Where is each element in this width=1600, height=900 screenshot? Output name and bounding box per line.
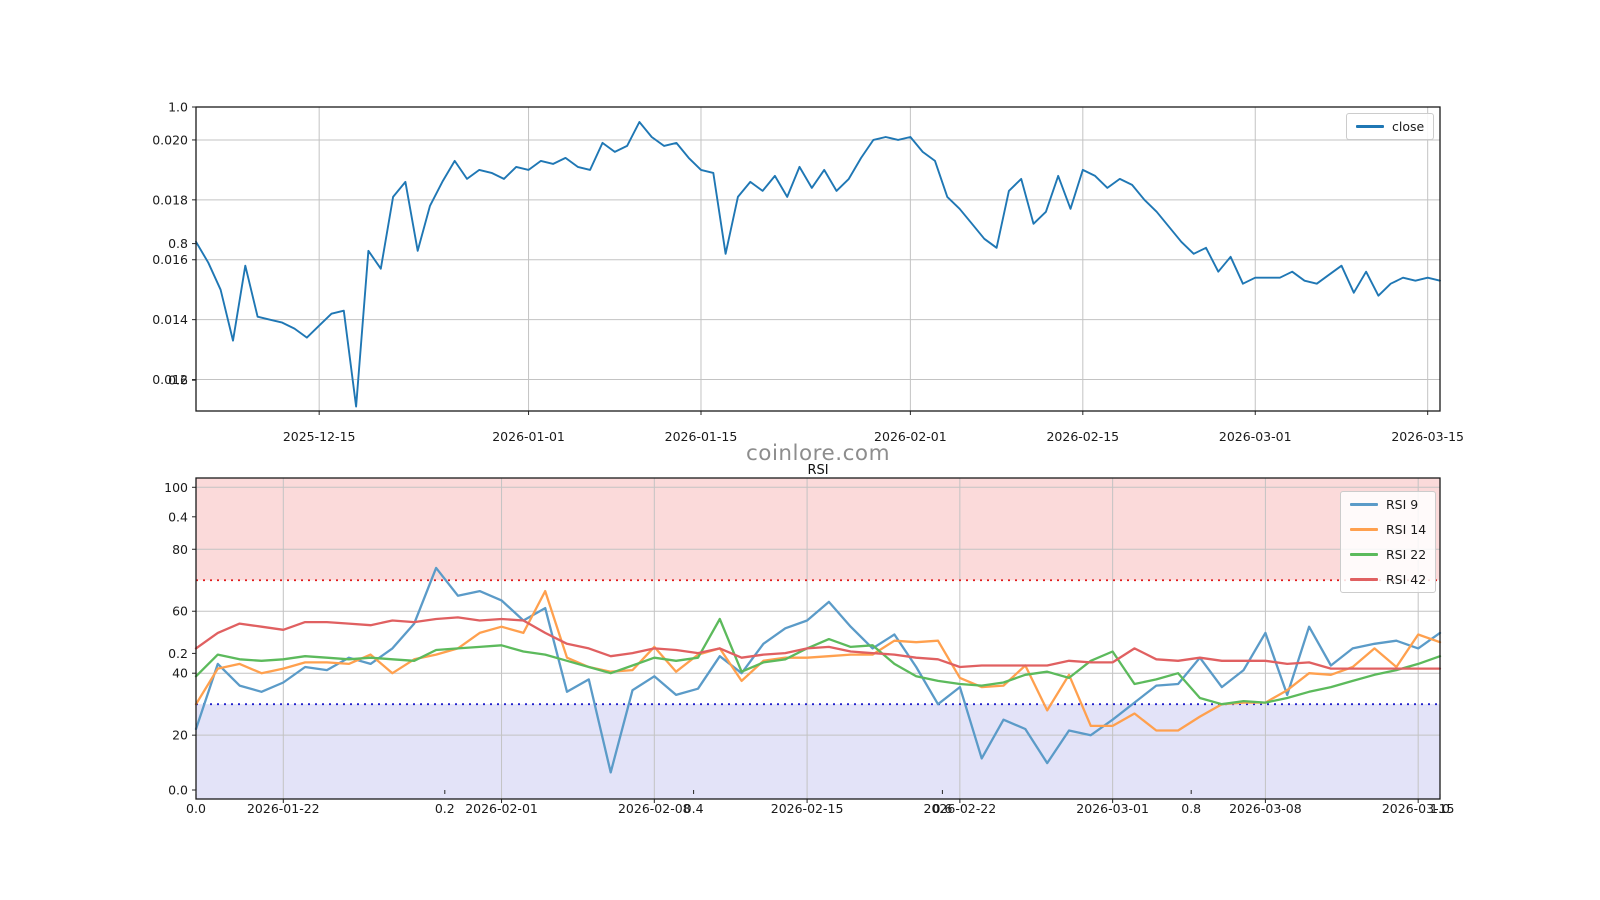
x-tick-label: 2026-03-08 (1229, 801, 1302, 816)
x-tick-label: 2026-01-01 (492, 429, 565, 444)
oversold-band (196, 704, 1440, 799)
x-tick-label: 2026-03-15 (1391, 429, 1464, 444)
overlay-y-tick-label: 0.6 (168, 373, 188, 388)
x-tick-label: 2026-02-01 (874, 429, 947, 444)
close-line-sample (1356, 125, 1384, 128)
overlay-y-tick-label: 0.2 (168, 646, 188, 661)
rsi-axes-frame (195, 477, 1441, 800)
overlay-y-tick-label: 0.8 (168, 236, 188, 251)
rsi14-line-sample (1350, 528, 1378, 531)
legend-item-rsi14: RSI 14 (1341, 517, 1435, 542)
legend-item-rsi22: RSI 22 (1341, 542, 1435, 567)
overlay-y-tick-label: 0.4 (168, 509, 188, 524)
legend-label: RSI 22 (1386, 547, 1427, 562)
x-tick-label: 2026-01-22 (247, 801, 320, 816)
y-tick-label: 0.016 (152, 252, 188, 267)
x-tick-label: 2026-02-15 (771, 801, 844, 816)
legend-item-rsi9: RSI 9 (1341, 492, 1435, 517)
overbought-band (196, 478, 1440, 581)
y-tick-label: 60 (172, 604, 188, 619)
overlay-x-tick-label: 0.4 (684, 801, 704, 816)
y-tick-label: 0.012 (152, 372, 188, 387)
legend-item-close: close (1347, 114, 1433, 139)
y-tick-label: 0.014 (152, 312, 188, 327)
overlay-x-tick-label: 0.6 (932, 801, 952, 816)
x-tick-label: 2026-02-01 (465, 801, 538, 816)
y-tick-label: 20 (172, 728, 188, 743)
y-tick-label: 0.018 (152, 192, 188, 207)
overlay-x-tick-label: 0.2 (435, 801, 455, 816)
x-tick-label: 2026-03-15 (1382, 801, 1455, 816)
x-tick-label: 2026-02-08 (618, 801, 691, 816)
overlay-y-tick-label: 1.0 (168, 100, 188, 115)
close-line (195, 121, 1441, 408)
legend-label: close (1392, 119, 1425, 134)
rsi22-line-sample (1350, 553, 1378, 556)
overlay-x-tick-label: 0.8 (1181, 801, 1201, 816)
rsi9-line-sample (1350, 503, 1378, 506)
rsi-9-line (194, 566, 1442, 774)
legend-label: RSI 14 (1386, 522, 1427, 537)
rsi-chart-title: RSI (807, 463, 829, 478)
x-tick-label: 2026-03-01 (1219, 429, 1292, 444)
legend-item-rsi42: RSI 42 (1341, 567, 1435, 592)
price-axes-frame (195, 106, 1441, 412)
y-tick-label: 100 (164, 480, 188, 495)
overlay-y-tick-label: 0.0 (168, 783, 188, 798)
legend-label: RSI 9 (1386, 497, 1419, 512)
price-legend: close (1346, 113, 1435, 140)
rsi-22-line (194, 617, 1442, 706)
rsi-42-line (194, 616, 1442, 670)
x-tick-label: 2026-01-15 (665, 429, 738, 444)
x-tick-label: 2026-02-22 (924, 801, 997, 816)
y-tick-label: 80 (172, 542, 188, 557)
x-tick-label: 2025-12-15 (283, 429, 356, 444)
x-tick-label: 2026-03-01 (1076, 801, 1149, 816)
rsi-legend: RSI 9 RSI 14 RSI 22 RSI 42 (1340, 491, 1437, 593)
watermark: coinlore.com (745, 441, 891, 466)
legend-label: RSI 42 (1386, 572, 1427, 587)
y-tick-label: 0.020 (152, 132, 188, 147)
y-tick-label: 40 (172, 666, 188, 681)
x-tick-label: 2026-02-15 (1046, 429, 1119, 444)
overlay-x-tick-label: 0.0 (186, 801, 206, 816)
overlay-x-tick-label: 1.0 (1430, 801, 1450, 816)
rsi42-line-sample (1350, 578, 1378, 581)
